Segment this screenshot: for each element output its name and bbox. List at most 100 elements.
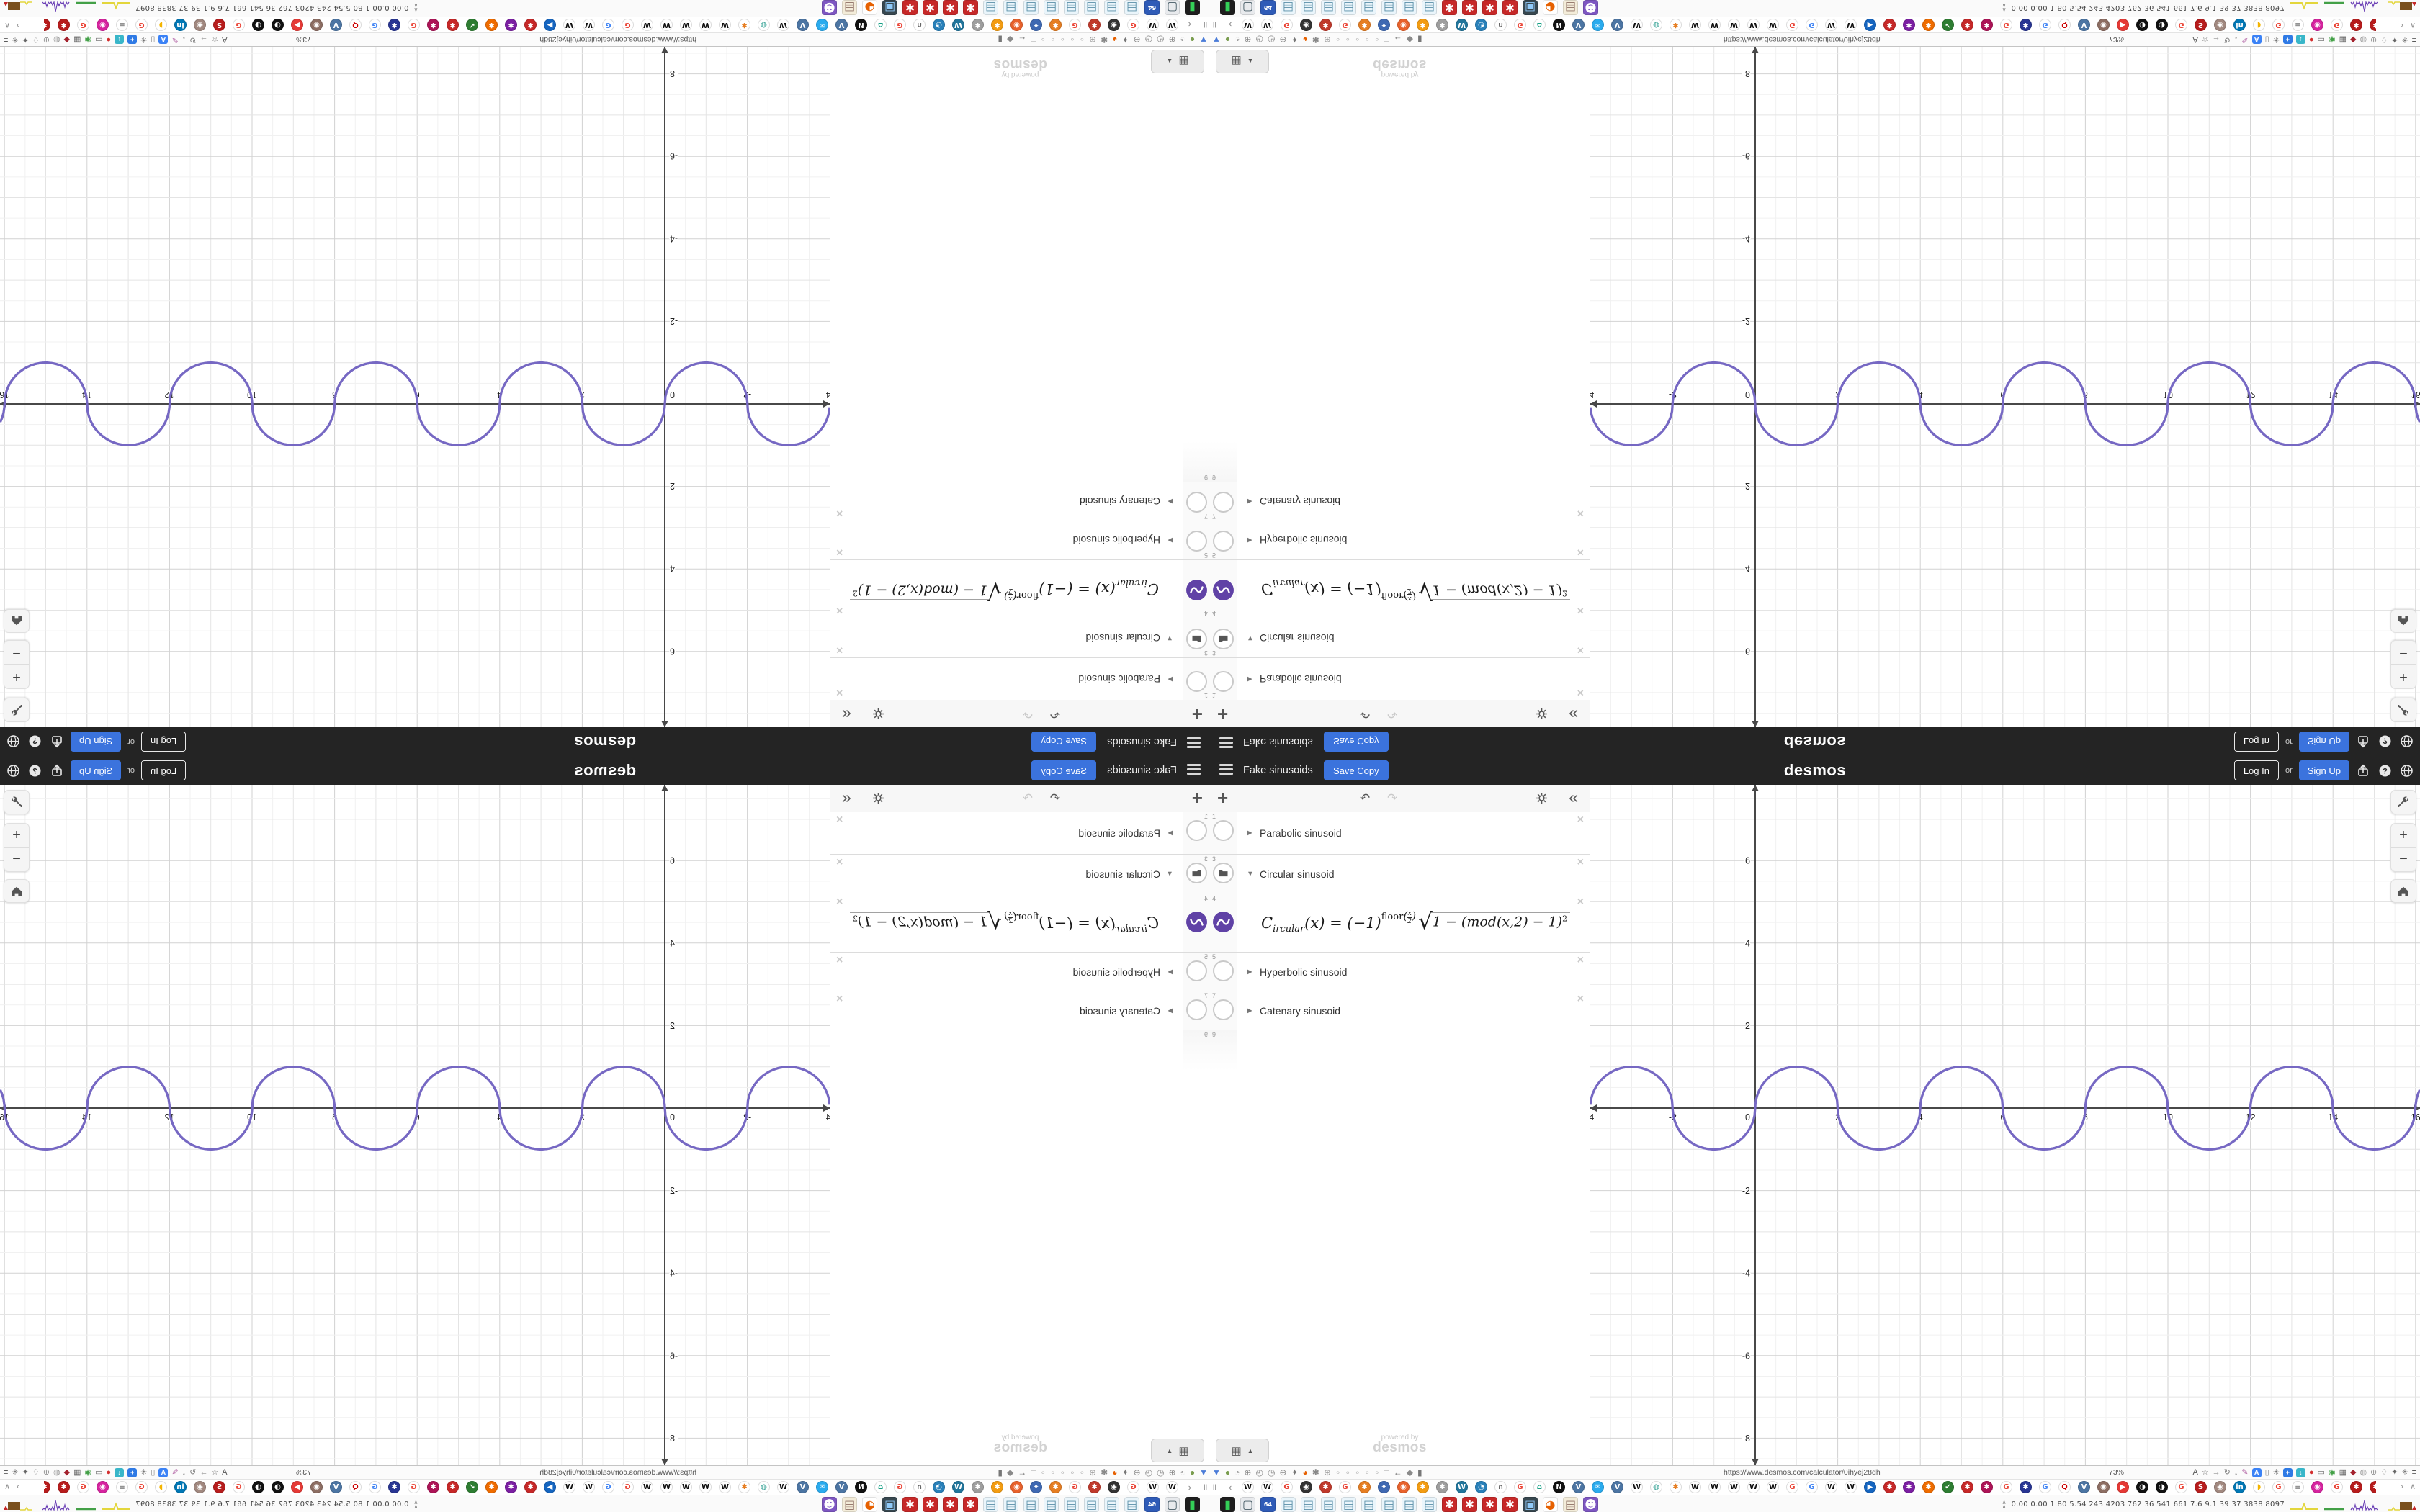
row-gutter[interactable]: 5 xyxy=(1183,953,1210,991)
undo-button[interactable]: ↶ xyxy=(1049,707,1060,721)
tab-favicon-icon[interactable]: ◉ xyxy=(310,19,323,31)
taskbar-app-icon[interactable]: ▮ xyxy=(1220,1497,1235,1512)
taskbar-app-icon[interactable]: ☻ xyxy=(822,1497,837,1512)
tab-favicon-icon[interactable]: ◉ xyxy=(97,1481,109,1493)
tab-favicon-icon[interactable]: V xyxy=(1611,19,1623,31)
tab-favicon-icon[interactable]: ▶ xyxy=(544,19,556,31)
url-text[interactable]: https://www.desmos.com/calculator/0ihyej… xyxy=(1724,1468,1881,1477)
delete-row-icon[interactable]: × xyxy=(836,604,843,616)
taskbar-app-icon[interactable]: ✱ xyxy=(963,0,978,15)
tab-favicon-icon[interactable]: ◗ xyxy=(2253,19,2265,31)
tab-favicon-icon[interactable]: W xyxy=(641,1481,653,1493)
tab-favicon-icon[interactable]: W xyxy=(777,1481,789,1493)
tab-favicon-icon[interactable]: W xyxy=(1456,19,1468,31)
folder-row[interactable]: 1 ▶ Parabolic sinusoid × xyxy=(830,657,1210,700)
tab-favicon-icon[interactable]: ∩ xyxy=(1494,1481,1507,1493)
tab-favicon-icon[interactable]: W xyxy=(1767,19,1779,31)
bookmark-favicon-icon[interactable]: ∘ xyxy=(1079,35,1085,45)
tab-favicon-icon[interactable]: V xyxy=(330,19,342,31)
bookmark-favicon-icon[interactable]: □ xyxy=(1384,1467,1389,1477)
save-copy-button[interactable]: Save Copy xyxy=(1031,760,1096,780)
row-content[interactable]: Circular(x) = (−1)floor(x 2) √ 1 − (mod(x,2… xyxy=(830,894,1183,952)
expand-folder-arrow-icon[interactable]: ▶ xyxy=(1247,829,1252,837)
folder-row[interactable]: 3 ▼ Circular sinusoid × xyxy=(830,855,1210,894)
browser-action-icon[interactable]: ✳ xyxy=(140,35,148,44)
default-view-home-button[interactable] xyxy=(4,609,30,633)
hidden-folder-circle-icon[interactable] xyxy=(1213,999,1234,1020)
row-gutter[interactable]: 9 xyxy=(1183,1030,1210,1071)
tab-favicon-icon[interactable]: W xyxy=(1631,1481,1643,1493)
tab-favicon-icon[interactable]: ✱ xyxy=(972,19,984,31)
tab-favicon-icon[interactable]: G xyxy=(2331,1481,2343,1493)
bookmark-favicon-icon[interactable]: ◕ xyxy=(1112,35,1118,45)
tray-expand-icon[interactable]: ∧ ∧ xyxy=(413,2,418,14)
delete-row-icon[interactable]: × xyxy=(1577,546,1584,558)
tab-favicon-icon[interactable]: N xyxy=(1553,1481,1565,1493)
browser-action-icon[interactable]: ● xyxy=(2308,1468,2314,1477)
folder-row[interactable]: 5 ▶ Hyperbolic sinusoid × xyxy=(830,953,1210,991)
tab-favicon-icon[interactable]: V xyxy=(1611,1481,1623,1493)
tab-favicon-icon[interactable]: ✱ xyxy=(447,19,459,31)
page-zoom-level[interactable]: 73% xyxy=(2109,1468,2125,1477)
expression-row[interactable]: 4 Circular(x) = (−1)floor(x 2) √ 1 − (mod(x,… xyxy=(1210,559,1590,618)
folder-toggle-icon[interactable] xyxy=(1213,629,1234,649)
help-icon[interactable]: ? xyxy=(2378,763,2393,778)
bookmark-favicon-icon[interactable]: ∘ xyxy=(1059,35,1066,45)
tab-favicon-icon[interactable]: V xyxy=(797,19,809,31)
bookmark-favicon-icon[interactable]: ● xyxy=(1224,1467,1231,1477)
browser-action-icon[interactable]: ↻ xyxy=(2223,1468,2231,1477)
zoom-in-button[interactable]: + xyxy=(2391,824,2416,848)
tab-favicon-icon[interactable]: W xyxy=(1728,19,1740,31)
redo-button[interactable]: ↷ xyxy=(1022,707,1033,721)
taskbar-app-icon[interactable]: ▤ xyxy=(1341,1497,1356,1512)
row-gutter[interactable]: 1 xyxy=(1210,812,1237,854)
curve-style-sinusoid-icon[interactable] xyxy=(1186,580,1207,600)
browser-action-icon[interactable]: ◉ xyxy=(2328,35,2336,44)
tab-favicon-icon[interactable]: V xyxy=(1572,1481,1585,1493)
log-in-button[interactable]: Log In xyxy=(2233,760,2279,780)
bookmark-favicon-icon[interactable]: ∘ xyxy=(1345,35,1350,45)
delete-row-icon[interactable]: × xyxy=(1577,993,1584,1005)
folder-toggle-icon[interactable] xyxy=(1186,863,1207,883)
bookmark-favicon-icon[interactable]: ◕ xyxy=(1302,35,1308,45)
log-in-button[interactable]: Log In xyxy=(141,760,187,780)
zoom-out-button[interactable]: − xyxy=(12,644,21,661)
row-gutter[interactable]: 3 xyxy=(1183,618,1210,657)
taskbar-app-icon[interactable]: ▣ xyxy=(882,0,897,15)
tab-favicon-icon[interactable]: G xyxy=(1281,1481,1293,1493)
row-content[interactable]: ▶ Hyperbolic sinusoid × xyxy=(830,521,1183,559)
tab-favicon-icon[interactable]: S xyxy=(213,1481,225,1493)
tab-favicon-icon[interactable]: W xyxy=(1261,19,1273,31)
tab-favicon-icon[interactable]: G xyxy=(2272,1481,2285,1493)
row-gutter[interactable]: 9 xyxy=(1210,1030,1237,1071)
folder-title[interactable]: Hyperbolic sinusoid xyxy=(1260,534,1348,546)
browser-action-icon[interactable]: ◍ xyxy=(2360,35,2367,44)
tab-favicon-icon[interactable]: ⌂ xyxy=(1533,19,1546,31)
expression-row[interactable]: 4 Circular(x) = (−1)floor(x 2) √ 1 − (mod(x,… xyxy=(1210,894,1590,953)
folder-row[interactable]: 5 ▶ Hyperbolic sinusoid × xyxy=(830,521,1210,559)
tab-favicon-icon[interactable]: ✱ xyxy=(2370,19,2376,31)
tab-favicon-icon[interactable]: G xyxy=(1514,19,1526,31)
browser-action-icon[interactable]: A xyxy=(2192,35,2198,44)
tab-favicon-icon[interactable]: ✱ xyxy=(1883,19,1896,31)
tab-favicon-icon[interactable]: ✱ xyxy=(44,19,50,31)
tab-audio-pause-icon[interactable]: || xyxy=(1213,22,1217,29)
tab-favicon-icon[interactable]: G xyxy=(2175,19,2187,31)
tab-scroll-left-icon[interactable]: ‹ xyxy=(1188,1482,1191,1493)
browser-action-icon[interactable]: A xyxy=(2192,1468,2198,1477)
browser-action-icon[interactable]: ✦ xyxy=(2391,35,2398,44)
delete-row-icon[interactable]: × xyxy=(1577,686,1584,698)
tab-favicon-icon[interactable]: ◗ xyxy=(155,1481,167,1493)
tab-scroll-right-icon[interactable]: › xyxy=(2401,21,2403,30)
taskbar-app-icon[interactable]: ◕ xyxy=(1543,1497,1558,1512)
tab-favicon-icon[interactable]: S xyxy=(213,19,225,31)
row-gutter[interactable]: 1 xyxy=(1183,812,1210,854)
taskbar-app-icon[interactable]: ✱ xyxy=(1462,0,1477,15)
default-view-home-button[interactable] xyxy=(4,879,30,903)
browser-action-icon[interactable]: → xyxy=(200,35,208,44)
taskbar-app-icon[interactable]: ▤ xyxy=(1064,0,1079,15)
curve-style-sinusoid-icon[interactable] xyxy=(1213,912,1234,932)
tab-favicon-icon[interactable]: ≡ xyxy=(2292,19,2304,31)
